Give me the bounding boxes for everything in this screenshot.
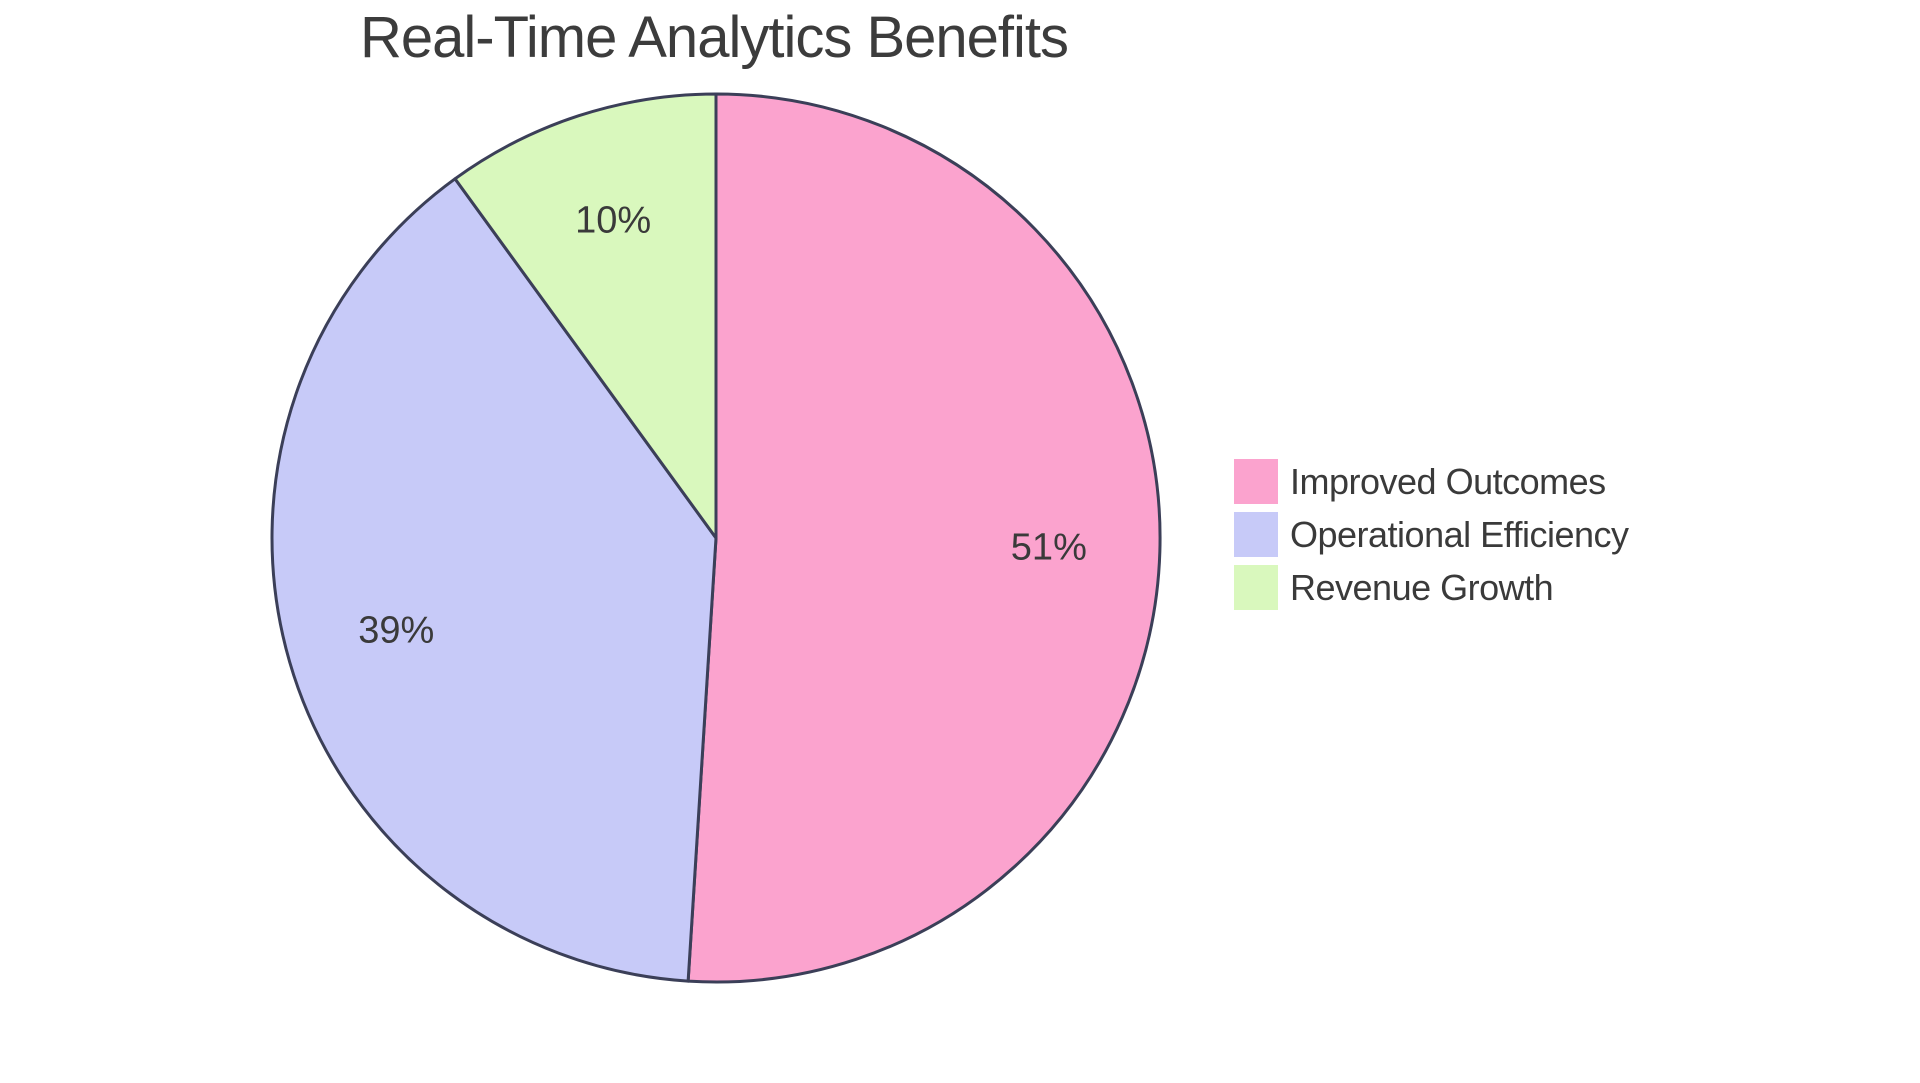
legend-item-operational-efficiency[interactable]: Operational Efficiency [1234,512,1629,557]
legend-label-improved-outcomes: Improved Outcomes [1290,460,1606,502]
legend-label-operational-efficiency: Operational Efficiency [1290,513,1629,555]
pie-slice-operational-efficiency[interactable] [270,177,718,983]
legend-swatch-operational-efficiency [1234,512,1278,557]
chart-title: Real-Time Analytics Benefits [360,5,1069,70]
legend-swatch-improved-outcomes [1234,459,1278,504]
legend-item-revenue-growth[interactable]: Revenue Growth [1234,565,1629,610]
legend-item-improved-outcomes[interactable]: Improved Outcomes [1234,459,1629,504]
legend-label-revenue-growth: Revenue Growth [1290,566,1554,608]
pie-slice-revenue-growth[interactable] [453,92,718,540]
legend: Improved Outcomes Operational Efficiency… [1234,459,1629,610]
legend-swatch-revenue-growth [1234,565,1278,610]
pie-slice-improved-outcomes[interactable] [686,92,1162,984]
